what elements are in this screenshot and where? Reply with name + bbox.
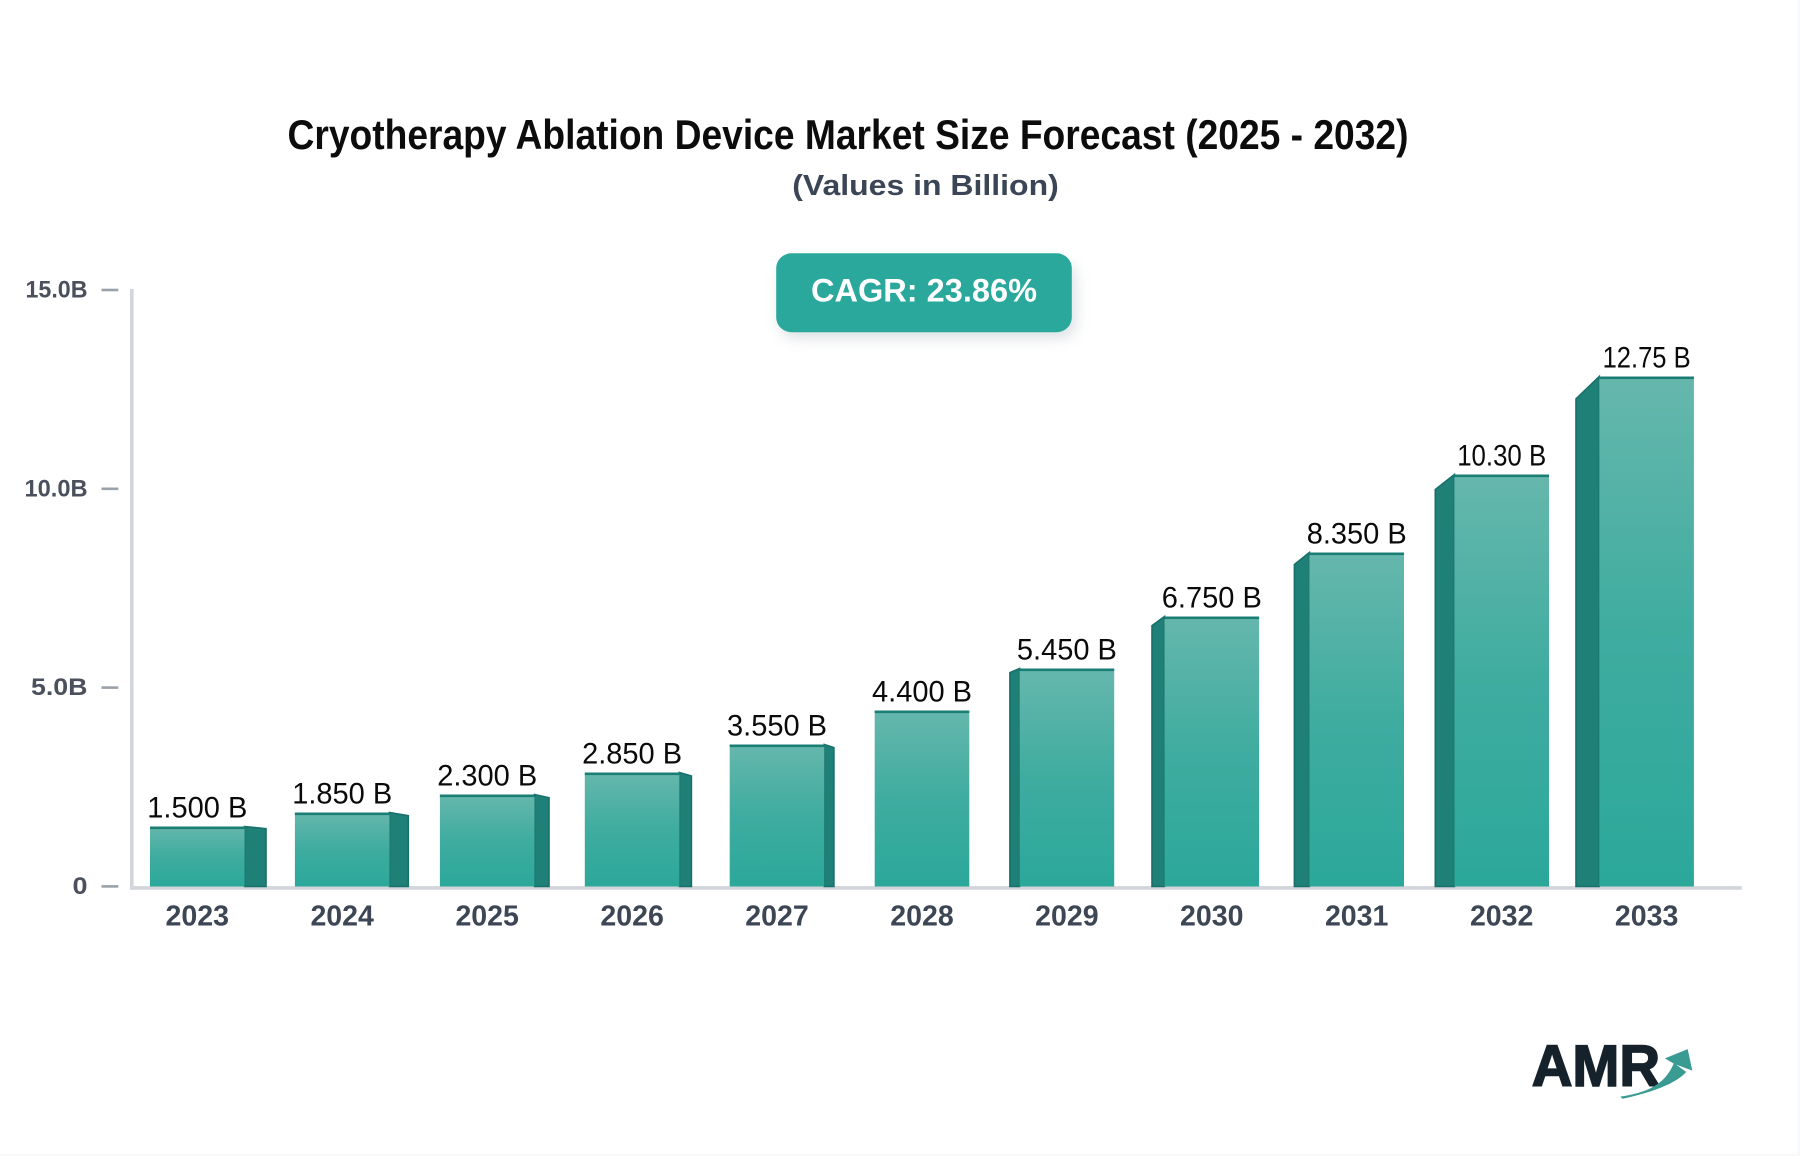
svg-text:5.450 B: 5.450 B: [1017, 634, 1117, 667]
svg-text:8.350 B: 8.350 B: [1307, 518, 1407, 551]
svg-text:Cryotherapy Ablation Device Ma: Cryotherapy Ablation Device Market Size …: [288, 111, 1409, 158]
svg-text:(Values in Billion): (Values in Billion): [792, 170, 1059, 202]
svg-text:12.75 B: 12.75 B: [1603, 342, 1691, 375]
svg-text:10.30 B: 10.30 B: [1457, 440, 1546, 473]
svg-text:2024: 2024: [310, 901, 374, 933]
svg-text:4.400 B: 4.400 B: [872, 676, 972, 709]
svg-text:2033: 2033: [1615, 901, 1679, 933]
svg-text:2028: 2028: [890, 901, 954, 933]
svg-text:2031: 2031: [1325, 901, 1389, 933]
svg-text:2025: 2025: [455, 901, 519, 933]
svg-text:15.0B: 15.0B: [26, 277, 88, 304]
svg-text:3.550 B: 3.550 B: [727, 710, 827, 743]
svg-text:2.850 B: 2.850 B: [582, 738, 682, 771]
svg-text:2026: 2026: [600, 901, 664, 933]
svg-text:1.850 B: 1.850 B: [292, 778, 392, 811]
svg-text:2023: 2023: [166, 901, 230, 933]
svg-text:5.0B: 5.0B: [31, 674, 88, 701]
svg-text:2029: 2029: [1035, 901, 1099, 933]
svg-text:2.300 B: 2.300 B: [437, 760, 537, 793]
svg-text:2030: 2030: [1180, 901, 1244, 933]
svg-text:0: 0: [73, 873, 88, 900]
svg-text:1.500 B: 1.500 B: [147, 792, 247, 825]
svg-text:2032: 2032: [1470, 901, 1534, 933]
svg-text:10.0B: 10.0B: [25, 475, 88, 502]
svg-text:AMR: AMR: [1532, 1034, 1661, 1099]
svg-text:2027: 2027: [745, 901, 809, 933]
svg-text:6.750 B: 6.750 B: [1162, 582, 1262, 615]
svg-text:CAGR: 23.86%: CAGR: 23.86%: [811, 273, 1037, 309]
